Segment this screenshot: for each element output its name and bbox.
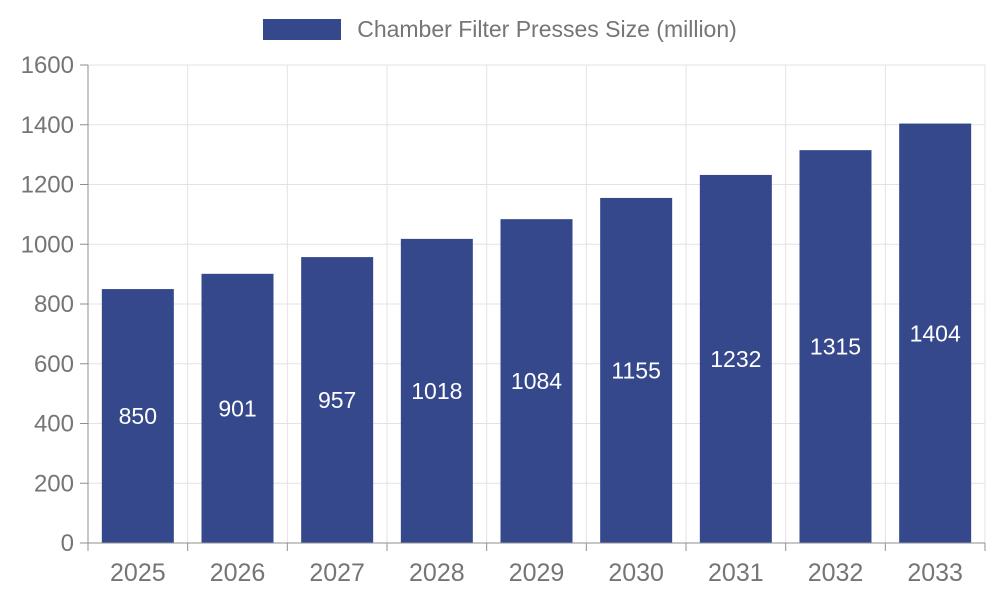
bar-2026[interactable] [201,273,274,543]
bar-value-label: 1018 [411,378,462,404]
bar-value-label: 1084 [511,368,562,394]
x-tick-label: 2032 [808,559,864,587]
y-tick-label: 800 [34,291,74,318]
y-tick-label: 0 [61,530,74,557]
bar-value-label: 1155 [611,357,660,383]
x-tick-label: 2030 [608,559,664,587]
bar-2029[interactable] [500,219,573,543]
bar-value-label: 1404 [910,320,961,346]
bar-value-label: 1315 [810,334,861,360]
x-tick-label: 2026 [210,559,266,587]
x-tick-label: 2033 [907,559,963,587]
x-tick-label: 2029 [509,559,565,587]
bar-2025[interactable] [101,289,174,543]
y-tick-label: 1600 [21,52,74,79]
legend-item[interactable]: Chamber Filter Presses Size (million) [0,16,1000,43]
x-tick-label: 2028 [409,559,465,587]
legend-swatch [263,19,342,40]
bar-2033[interactable] [899,123,972,544]
y-tick-label: 400 [34,411,74,438]
y-tick-label: 200 [34,470,74,497]
y-tick-label: 1400 [21,112,74,139]
x-tick-label: 2025 [110,559,166,587]
bar-2030[interactable] [600,197,673,543]
legend-label: Chamber Filter Presses Size (million) [357,16,737,42]
y-tick-label: 600 [34,351,74,378]
y-tick-label: 1000 [21,231,74,258]
bar-2028[interactable] [400,238,473,543]
x-tick-label: 2031 [708,559,764,587]
bar-2027[interactable] [301,257,374,543]
bar-value-label: 901 [218,395,256,421]
bar-value-label: 957 [318,387,356,413]
bar-2032[interactable] [799,150,872,544]
y-tick-label: 1200 [21,172,74,199]
bar-value-label: 850 [119,403,157,429]
bar-value-label: 1232 [710,346,761,372]
x-tick-label: 2027 [309,559,365,587]
bar-2031[interactable] [699,174,772,543]
